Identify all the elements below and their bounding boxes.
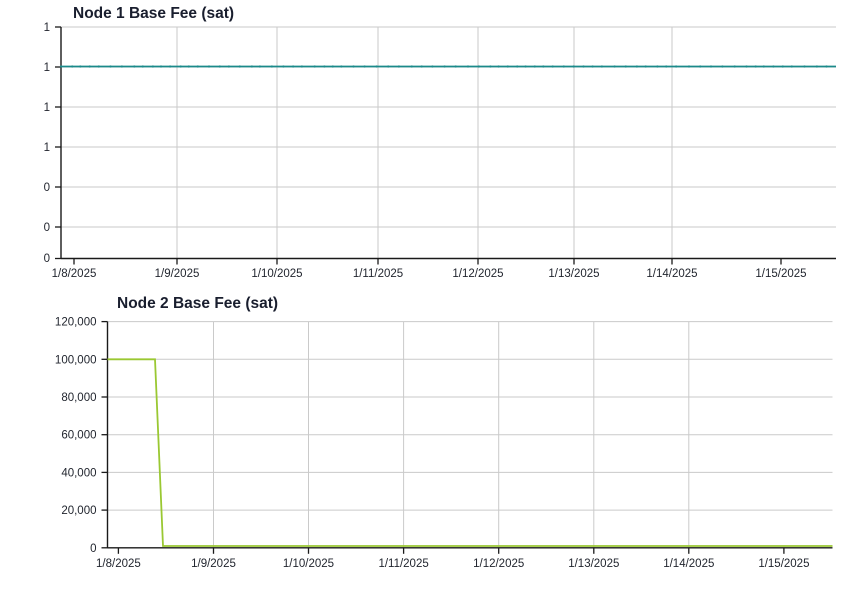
svg-text:0: 0 <box>90 543 96 555</box>
svg-text:1/10/2025: 1/10/2025 <box>251 268 302 280</box>
svg-text:60,000: 60,000 <box>61 430 96 442</box>
svg-text:1/10/2025: 1/10/2025 <box>283 558 334 570</box>
svg-text:1/11/2025: 1/11/2025 <box>378 558 428 570</box>
svg-text:1/13/2025: 1/13/2025 <box>568 558 619 570</box>
svg-text:1/8/2025: 1/8/2025 <box>52 268 97 280</box>
svg-text:1/11/2025: 1/11/2025 <box>353 268 403 280</box>
svg-text:0: 0 <box>44 253 50 265</box>
svg-text:1/8/2025: 1/8/2025 <box>96 558 141 570</box>
svg-text:1: 1 <box>44 102 50 114</box>
svg-text:1: 1 <box>44 22 50 34</box>
svg-text:20,000: 20,000 <box>61 505 96 517</box>
svg-text:0: 0 <box>44 182 50 194</box>
svg-text:1: 1 <box>44 142 50 154</box>
svg-text:1/14/2025: 1/14/2025 <box>646 268 697 280</box>
svg-text:1/13/2025: 1/13/2025 <box>548 268 599 280</box>
svg-text:40,000: 40,000 <box>61 467 96 479</box>
svg-text:1: 1 <box>44 62 50 74</box>
svg-text:1/15/2025: 1/15/2025 <box>755 268 806 280</box>
svg-text:1/12/2025: 1/12/2025 <box>473 558 524 570</box>
svg-text:1/9/2025: 1/9/2025 <box>191 558 236 570</box>
svg-text:1/9/2025: 1/9/2025 <box>155 268 200 280</box>
svg-text:1/12/2025: 1/12/2025 <box>452 268 503 280</box>
svg-text:0: 0 <box>44 222 50 234</box>
svg-text:100,000: 100,000 <box>55 354 97 366</box>
svg-text:1/15/2025: 1/15/2025 <box>758 558 809 570</box>
svg-text:120,000: 120,000 <box>55 317 97 329</box>
svg-text:80,000: 80,000 <box>61 392 96 404</box>
svg-text:1/14/2025: 1/14/2025 <box>663 558 714 570</box>
